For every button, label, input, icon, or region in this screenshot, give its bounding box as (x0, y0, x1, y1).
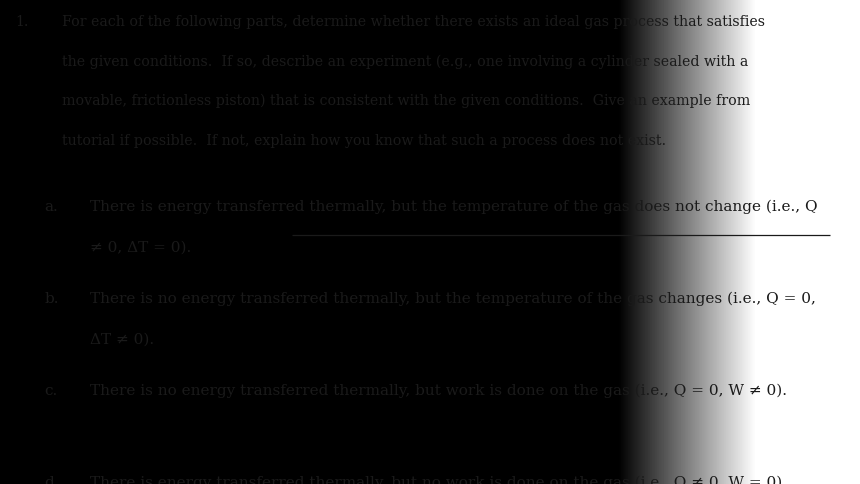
Text: b.: b. (45, 292, 59, 306)
Text: ≠ 0, ΔT = 0).: ≠ 0, ΔT = 0). (90, 241, 192, 255)
Text: the given conditions.  If so, describe an experiment (e.g., one involving a cyli: the given conditions. If so, describe an… (62, 54, 748, 69)
Text: 1.: 1. (15, 15, 29, 29)
Text: There is no energy transferred thermally, but work is done on the gas (i.e., Q =: There is no energy transferred thermally… (90, 384, 787, 398)
Text: c.: c. (45, 384, 58, 398)
Text: There is no energy transferred thermally, but the temperature of the gas changes: There is no energy transferred thermally… (90, 292, 816, 306)
Text: tutorial if possible.  If not, explain how you know that such a process does not: tutorial if possible. If not, explain ho… (62, 134, 666, 148)
Text: d.: d. (45, 476, 59, 484)
Text: movable, frictionless piston) that is consistent with the given conditions.  Giv: movable, frictionless piston) that is co… (62, 94, 750, 108)
Text: a.: a. (45, 200, 58, 214)
Text: For each of the following parts, determine whether there exists an ideal gas pro: For each of the following parts, determi… (62, 15, 765, 29)
Text: There is energy transferred thermally, but the temperature of the gas does not c: There is energy transferred thermally, b… (90, 200, 818, 214)
Text: There is energy transferred thermally, but no work is done on the gas (i.e., Q ≠: There is energy transferred thermally, b… (90, 476, 787, 484)
Text: ΔT ≠ 0).: ΔT ≠ 0). (90, 333, 155, 347)
